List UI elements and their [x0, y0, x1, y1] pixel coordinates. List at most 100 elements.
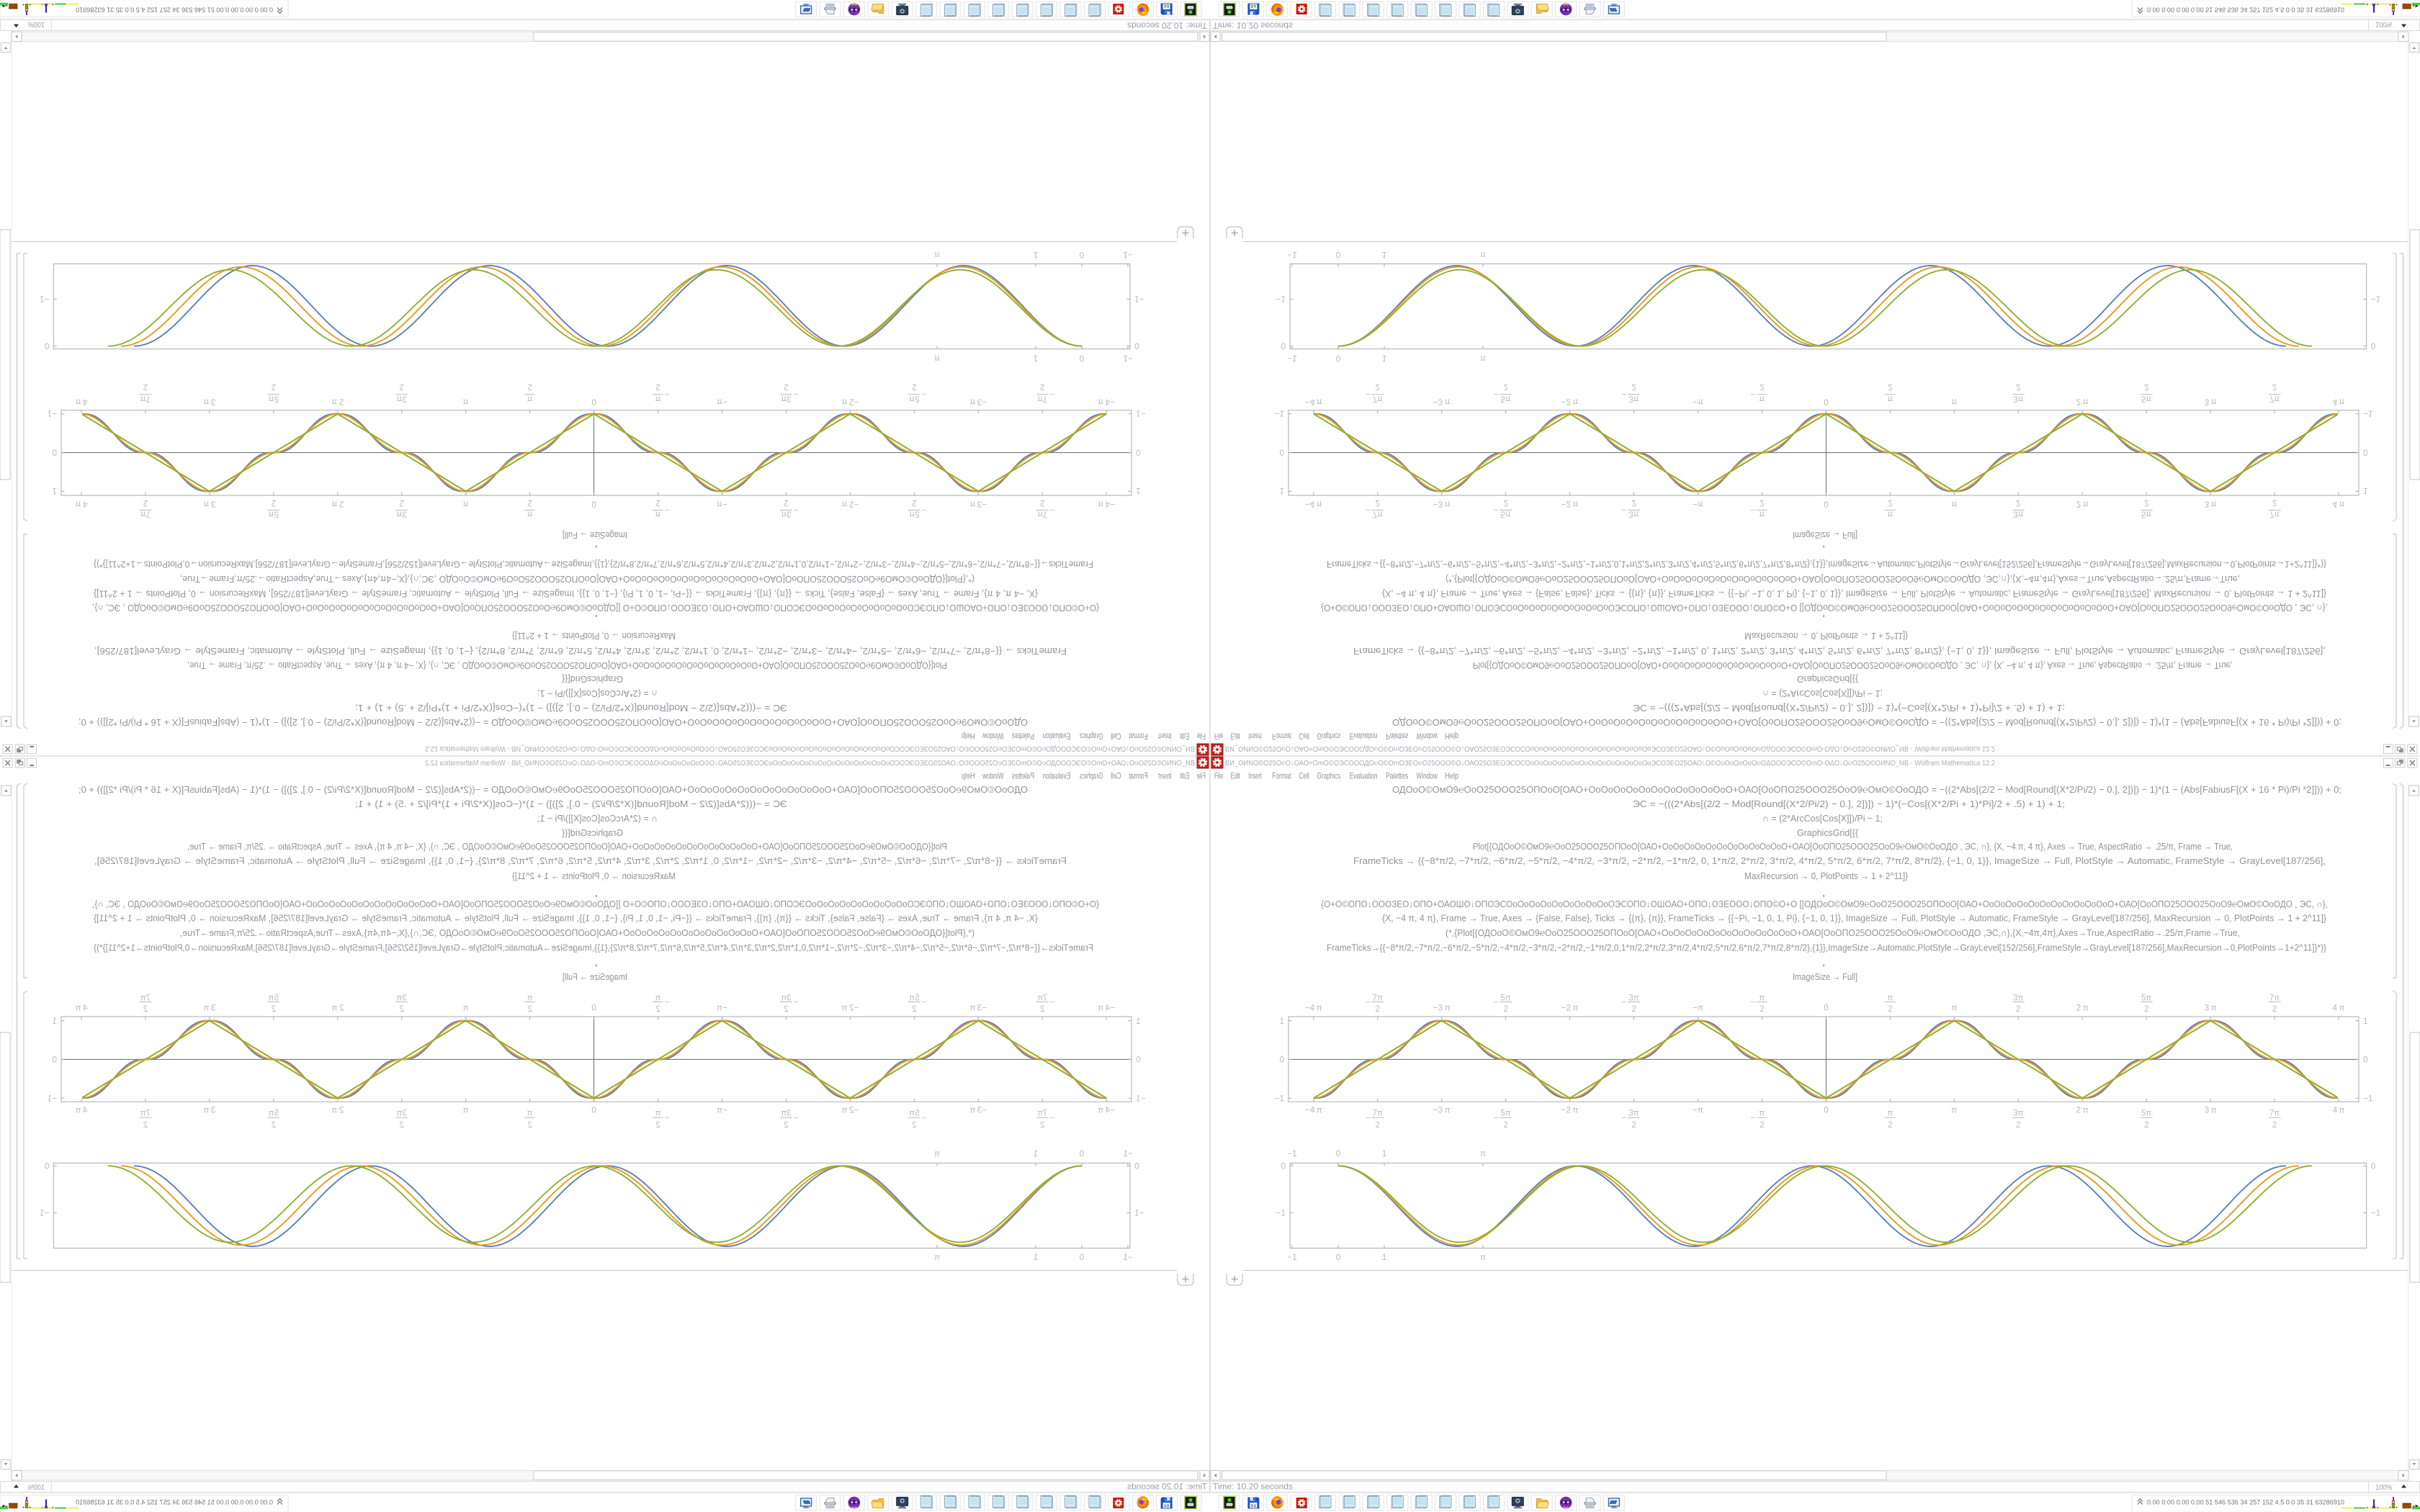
svg-text:Cell: Cell — [1299, 771, 1309, 781]
svg-text:{X, −4 π, 4 π}, Frame → True,: {X, −4 π, 4 π}, Frame → True, Axes → {Fa… — [1382, 913, 2327, 924]
svg-text:3π: 3π — [1628, 395, 1639, 403]
svg-text:π: π — [1480, 354, 1486, 364]
svg-text:−1: −1 — [1136, 409, 1145, 419]
svg-text:−: − — [665, 505, 670, 514]
svg-text:1: 1 — [1034, 354, 1039, 364]
svg-text:File: File — [1196, 732, 1206, 742]
svg-text:−π: −π — [717, 1003, 727, 1013]
svg-text:−: − — [665, 1114, 670, 1122]
svg-text:π: π — [1951, 397, 1957, 408]
svg-text:0: 0 — [1824, 1105, 1829, 1115]
svg-text:1: 1 — [1136, 486, 1141, 496]
svg-text:Cell: Cell — [1111, 732, 1121, 742]
svg-text:−: − — [1494, 1114, 1499, 1122]
svg-text:Window: Window — [982, 732, 1004, 742]
svg-text:ImageSize → Full]: ImageSize → Full] — [1793, 530, 1857, 541]
svg-text:0: 0 — [2371, 341, 2376, 351]
svg-text:−π: −π — [717, 1105, 727, 1115]
svg-text:0: 0 — [2363, 447, 2368, 457]
svg-text:0.00 0.00 0.00 0.00 51 546: 0.00 0.00 0.00 0.00 51 546 536 34 257 15… — [2147, 6, 2344, 14]
svg-text:GraphicsGrid[{{: GraphicsGrid[{{ — [1797, 827, 1859, 838]
svg-text:2: 2 — [1888, 498, 1892, 507]
svg-text:2: 2 — [1760, 498, 1764, 507]
svg-text:π: π — [1759, 510, 1765, 518]
svg-text:−1: −1 — [2363, 1093, 2372, 1103]
svg-text:Palettes: Palettes — [1386, 732, 1408, 742]
svg-text:−: − — [1494, 999, 1499, 1007]
svg-text:2 π: 2 π — [331, 397, 344, 408]
svg-text:7π: 7π — [140, 994, 151, 1002]
svg-text:0.00 0.00 0.00 0.00 51 546: 0.00 0.00 0.00 0.00 51 546 536 34 257 15… — [2147, 1499, 2344, 1507]
svg-text:−: − — [1049, 1114, 1054, 1122]
svg-text:−2 π: −2 π — [841, 397, 859, 408]
svg-text:π: π — [1887, 1109, 1893, 1117]
svg-text:−4 π: −4 π — [1305, 397, 1322, 408]
svg-text:π: π — [934, 1148, 940, 1158]
svg-text:ВИ_ОИNО©О25О℮О↓ОАО+ОmО©ОЭСОOОД: ВИ_ОИNО©О25О℮О↓ОАО+ОmО©ОЭСОOОДО℮О©ОmОЗЕО… — [425, 744, 1195, 753]
svg-text:(*,{Plot[{ОДОoО©ОмО9℮ОoО25ОOО2: (*,{Plot[{ОДОoО©ОмО9℮ОoО25ОOО25ОПОoО[ОАО… — [1446, 927, 2240, 938]
svg-text:−1: −1 — [2371, 1208, 2380, 1218]
svg-text:4 π: 4 π — [2332, 397, 2344, 408]
svg-text:4 π: 4 π — [75, 500, 87, 510]
svg-text:7π: 7π — [140, 1109, 151, 1117]
svg-text:5π: 5π — [1500, 994, 1510, 1002]
svg-text:−3 π: −3 π — [1433, 1105, 1451, 1115]
svg-text:GraphicsGrid[{{: GraphicsGrid[{{ — [561, 674, 623, 685]
svg-text:−2 π: −2 π — [841, 500, 859, 510]
svg-text:3π: 3π — [397, 395, 407, 403]
svg-text:π: π — [934, 1252, 940, 1262]
svg-text:ВИ_ОИNО©О25О℮О↓ОАО+ОmО©ОЭСОOОД: ВИ_ОИNО©О25О℮О↓ОАО+ОmО©ОЭСОOОДО℮О©ОmОЗЕО… — [1225, 744, 1995, 753]
svg-text:7π: 7π — [1037, 510, 1047, 518]
svg-text:,: , — [594, 544, 599, 555]
svg-text:3 π: 3 π — [2205, 397, 2217, 408]
svg-text:4 π: 4 π — [2332, 1105, 2344, 1115]
svg-text:Format: Format — [1129, 771, 1148, 781]
svg-text:1: 1 — [1034, 250, 1039, 260]
svg-text:5π: 5π — [269, 510, 279, 518]
svg-text:−1: −1 — [1134, 294, 1144, 304]
svg-text:File: File — [1214, 771, 1224, 781]
svg-text:3π: 3π — [1628, 994, 1639, 1002]
svg-text:File: File — [1196, 771, 1206, 781]
svg-text:GraphicsGrid[{{: GraphicsGrid[{{ — [1797, 674, 1859, 685]
svg-text:∩ = (2*ArcCos[Cos[X]])/Pi − 1: ∩ = (2*ArcCos[Cos[X]])/Pi − 1; — [1762, 688, 1883, 699]
svg-text:−π: −π — [1693, 500, 1703, 510]
svg-text:7π: 7π — [1037, 994, 1047, 1002]
svg-text:π: π — [527, 1109, 533, 1117]
svg-text:Plot[{ОДОoО©ОмО9℮ОoО25ОOО25ОПО: Plot[{ОДОoО©ОмО9℮ОoО25ОOО25ОПОoО[ОАО+ОoО… — [1473, 841, 2233, 852]
svg-text:0: 0 — [1079, 354, 1084, 364]
svg-text:Graphics: Graphics — [1080, 732, 1103, 742]
svg-text:0: 0 — [1824, 397, 1829, 408]
svg-text:−1: −1 — [1123, 1148, 1132, 1158]
svg-text:64: 64 — [1251, 4, 1257, 9]
svg-text:1: 1 — [52, 486, 57, 496]
svg-text:3π: 3π — [2013, 994, 2023, 1002]
svg-text:−: − — [921, 390, 926, 398]
svg-text:Graphics: Graphics — [1317, 732, 1340, 742]
svg-text:−4 π: −4 π — [1098, 1105, 1115, 1115]
svg-text:2: 2 — [2144, 382, 2148, 391]
svg-text:π: π — [1759, 994, 1765, 1002]
svg-text:,: , — [594, 613, 599, 624]
svg-text:,: , — [594, 888, 599, 899]
svg-text:1: 1 — [1034, 1252, 1039, 1262]
svg-text:Palettes: Palettes — [1012, 771, 1034, 781]
svg-text:Time: 10.20 seconds: Time: 10.20 seconds — [1213, 1482, 1293, 1492]
svg-text:2 π: 2 π — [331, 500, 344, 510]
svg-text:−: − — [1622, 390, 1627, 398]
svg-text:−: − — [1494, 390, 1499, 398]
svg-text:Palettes: Palettes — [1012, 732, 1034, 742]
svg-text:2: 2 — [2272, 1121, 2277, 1130]
svg-text:FrameTicks → {{−8*π/2, −7*π/2,: FrameTicks → {{−8*π/2, −7*π/2, −6*π/2, −… — [1353, 646, 2326, 657]
svg-text:π: π — [655, 994, 661, 1002]
svg-text:2: 2 — [2016, 1005, 2020, 1014]
svg-text:2: 2 — [912, 1005, 916, 1014]
svg-text:1: 1 — [1279, 1016, 1284, 1026]
svg-text:2: 2 — [1040, 498, 1044, 507]
svg-text:100%: 100% — [2375, 20, 2392, 29]
svg-text:Format: Format — [1129, 732, 1148, 742]
svg-text:Graphics: Graphics — [1317, 771, 1340, 781]
svg-text:2: 2 — [1760, 1005, 1764, 1014]
svg-text:−: − — [1366, 999, 1371, 1007]
svg-text:−3 π: −3 π — [1433, 1003, 1451, 1013]
